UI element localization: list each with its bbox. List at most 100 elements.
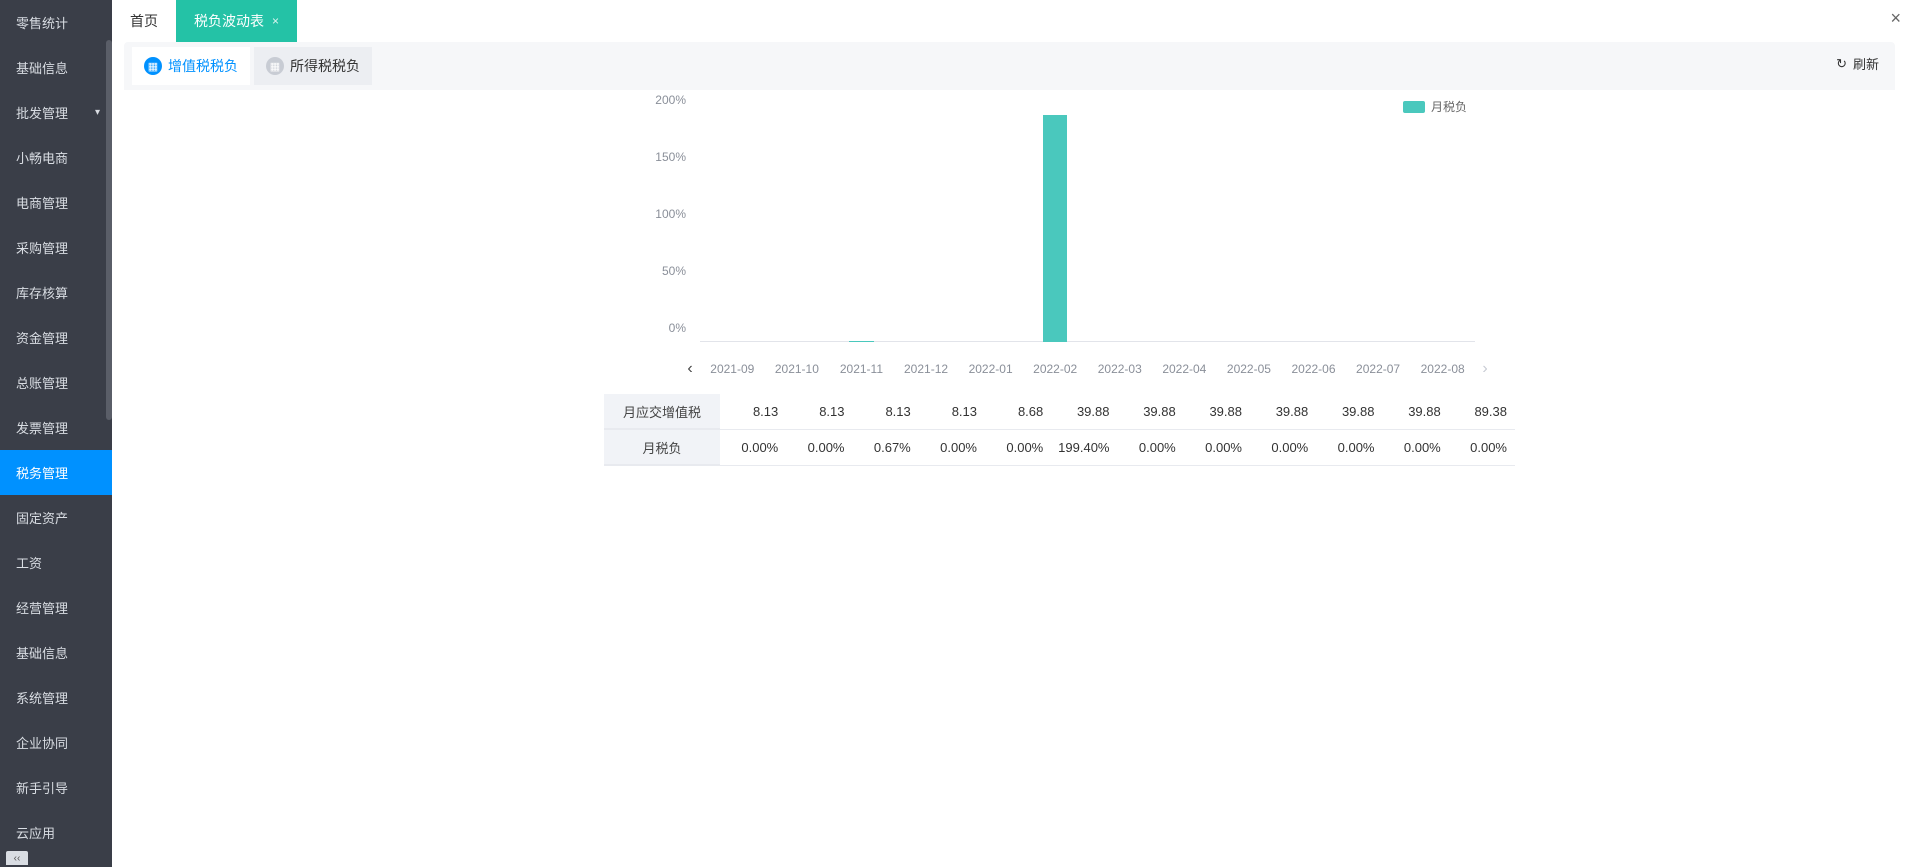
sidebar-item-label: 电商管理: [16, 193, 68, 212]
table-cell: 0.00%: [1118, 440, 1184, 455]
chart-area: 月税负 200%150%100%50%0%: [604, 96, 1515, 356]
y-tick: 150%: [655, 150, 686, 164]
table-cell: 0.00%: [1383, 440, 1449, 455]
sidebar-item-8[interactable]: 总账管理: [0, 360, 112, 405]
refresh-icon: ↻: [1836, 56, 1847, 72]
bar-col: [829, 114, 894, 342]
sidebar-item-label: 工资: [16, 553, 42, 572]
sidebar-item-label: 基础信息: [16, 58, 68, 77]
top-tab-0[interactable]: 首页: [112, 0, 176, 42]
sidebar-item-15[interactable]: 系统管理: [0, 675, 112, 720]
table-cell: 39.88: [1118, 404, 1184, 419]
table-cell: 0.00%: [1184, 440, 1250, 455]
tab-icon: ▦: [266, 57, 284, 75]
sidebar-item-label: 批发管理: [16, 103, 68, 122]
table-row: 月税负 0.00%0.00%0.67%0.00%0.00%199.40%0.00…: [604, 430, 1515, 466]
x-label: 2022-06: [1281, 362, 1346, 376]
close-icon[interactable]: ×: [1890, 8, 1901, 29]
table-cell: 0.67%: [853, 440, 919, 455]
bar-col: [765, 114, 830, 342]
sidebar-collapse-toggle[interactable]: ‹‹: [6, 851, 28, 865]
chart: 月税负 200%150%100%50%0% ‹ 2021-092021-1020…: [124, 90, 1895, 466]
y-tick: 50%: [662, 264, 686, 278]
chart-legend[interactable]: 月税负: [1403, 98, 1467, 115]
x-label: 2022-08: [1410, 362, 1475, 376]
bars: [700, 114, 1475, 342]
x-label: 2022-02: [1023, 362, 1088, 376]
sidebar-item-2[interactable]: 批发管理 ▾: [0, 90, 112, 135]
bar-col: [1281, 114, 1346, 342]
sidebar-item-label: 采购管理: [16, 238, 68, 257]
sub-tab-1[interactable]: ▦所得税税负: [254, 47, 372, 85]
table-cell: 39.88: [1316, 404, 1382, 419]
row-header: 月应交增值税: [604, 394, 720, 429]
refresh-button[interactable]: ↻ 刷新: [1836, 54, 1879, 73]
sidebar-item-label: 新手引导: [16, 778, 68, 797]
x-label: 2021-10: [765, 362, 830, 376]
sidebar-item-6[interactable]: 库存核算: [0, 270, 112, 315]
close-icon[interactable]: ×: [272, 14, 279, 28]
table-cell: 8.68: [985, 404, 1051, 419]
sidebar-item-17[interactable]: 新手引导: [0, 765, 112, 810]
table-cell: 0.00%: [1250, 440, 1316, 455]
table-cell: 0.00%: [985, 440, 1051, 455]
bar[interactable]: [849, 341, 874, 342]
sidebar-item-14[interactable]: 基础信息: [0, 630, 112, 675]
sub-tab-bar: ▦ 增值税税负 ▦所得税税负 ↻ 刷新: [124, 42, 1895, 90]
tab-label: 首页: [130, 11, 158, 31]
x-label: 2022-03: [1087, 362, 1152, 376]
sidebar-item-label: 企业协同: [16, 733, 68, 752]
x-label: 2021-11: [829, 362, 894, 376]
bar-col: [1410, 114, 1475, 342]
chevron-left-icon[interactable]: ‹: [680, 360, 700, 378]
table-cell: 39.88: [1184, 404, 1250, 419]
sidebar-item-11[interactable]: 固定资产: [0, 495, 112, 540]
table-cell: 89.38: [1449, 404, 1515, 419]
row-header: 月税负: [604, 430, 720, 465]
x-label: 2022-01: [958, 362, 1023, 376]
x-axis: ‹ 2021-092021-102021-112021-122022-01202…: [700, 356, 1475, 382]
y-tick: 0%: [669, 321, 686, 335]
table-cell: 39.88: [1250, 404, 1316, 419]
sidebar-item-7[interactable]: 资金管理: [0, 315, 112, 360]
top-tabs: 首页税负波动表×: [112, 0, 1907, 42]
sidebar-item-label: 云应用: [16, 823, 55, 842]
sidebar-item-0[interactable]: 零售统计: [0, 0, 112, 45]
sidebar-item-18[interactable]: 云应用: [0, 810, 112, 855]
tab-icon: ▦: [144, 57, 162, 75]
table-cell: 0.00%: [720, 440, 786, 455]
table-cell: 8.13: [786, 404, 852, 419]
bar-col: [1087, 114, 1152, 342]
sidebar-item-label: 经营管理: [16, 598, 68, 617]
sidebar-item-12[interactable]: 工资: [0, 540, 112, 585]
sidebar-item-13[interactable]: 经营管理: [0, 585, 112, 630]
view-card: ▦增值税税负▦所得税税负 ↻ 刷新 月税负 200%150%100%50%0%: [124, 42, 1895, 466]
sub-tab-0[interactable]: ▦ 增值税税负: [132, 47, 250, 85]
plot-area: [700, 114, 1475, 342]
bar-col: [958, 114, 1023, 342]
sidebar-item-label: 固定资产: [16, 508, 68, 527]
sub-tab-label: 增值税税负: [168, 56, 238, 76]
table-cell: 39.88: [1051, 404, 1117, 419]
sidebar-item-1[interactable]: 基础信息: [0, 45, 112, 90]
chevron-right-icon[interactable]: ›: [1475, 360, 1495, 378]
top-tab-1[interactable]: 税负波动表×: [176, 0, 297, 42]
sidebar-item-3[interactable]: 小畅电商: [0, 135, 112, 180]
sidebar-item-4[interactable]: 电商管理: [0, 180, 112, 225]
table-row: 月应交增值税 8.138.138.138.138.6839.8839.8839.…: [604, 394, 1515, 430]
sidebar-item-5[interactable]: 采购管理: [0, 225, 112, 270]
sidebar-item-16[interactable]: 企业协同: [0, 720, 112, 765]
x-label: 2021-09: [700, 362, 765, 376]
x-label: 2022-04: [1152, 362, 1217, 376]
chevron-down-icon: ▾: [95, 107, 100, 118]
sidebar-item-label: 库存核算: [16, 283, 68, 302]
refresh-label: 刷新: [1853, 54, 1879, 73]
bar[interactable]: [1043, 115, 1068, 342]
sidebar-item-10[interactable]: 税务管理: [0, 450, 112, 495]
bar-col: [1217, 114, 1282, 342]
y-tick: 200%: [655, 93, 686, 107]
sidebar-item-9[interactable]: 发票管理: [0, 405, 112, 450]
table-cell: 0.00%: [786, 440, 852, 455]
y-axis: 200%150%100%50%0%: [604, 114, 694, 342]
table-cell: 0.00%: [1316, 440, 1382, 455]
